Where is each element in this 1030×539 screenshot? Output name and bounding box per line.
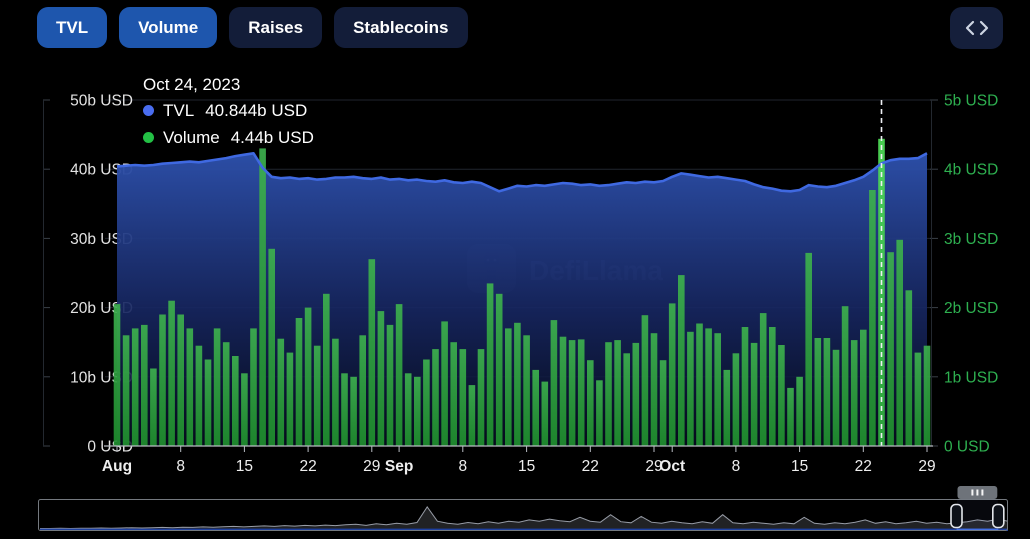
x-axis-label: 15 [236,458,253,475]
navigator-selection-window[interactable] [957,499,998,531]
tooltip-volume-name: Volume [163,128,220,147]
drag-grip-icon [971,489,984,496]
tooltip-tvl-value: 40.844b USD [205,101,308,120]
navigator-mini-area [40,506,1008,529]
tooltip-tvl-name: TVL [163,101,195,120]
tab-raises[interactable]: Raises [229,7,323,48]
x-axis-label: 29 [363,458,380,475]
x-axis-label: 15 [518,458,535,475]
navigator-selected-strip [956,528,999,531]
volume-dot-icon [143,132,154,143]
right-axis-label: 1b USD [944,369,998,386]
x-axis-label: 8 [176,458,185,475]
navigator-handle-left[interactable] [950,503,963,529]
right-axis-label: 2b USD [944,300,998,317]
tab-tvl[interactable]: TVL [37,7,108,48]
x-axis-label: 29 [645,458,662,475]
x-axis-label: 15 [791,458,808,475]
x-axis-label: 8 [732,458,741,475]
x-axis-label: Sep [385,458,413,475]
x-axis-label: Aug [102,458,132,475]
navigator-handle-right[interactable] [991,503,1005,529]
tab-volume[interactable]: Volume [119,7,218,48]
left-axis-label: 50b USD [70,93,133,110]
navigator-grip[interactable] [957,486,998,499]
chart-tooltip: Oct 24, 2023 TVL 40.844b USD Volume 4.44… [143,76,314,156]
tooltip-date: Oct 24, 2023 [143,75,241,94]
embed-code-button[interactable] [950,7,1003,49]
navigator-mini-line [40,506,1009,530]
x-axis-label: 22 [299,458,316,475]
right-axis-label: 5b USD [944,93,998,110]
tooltip-volume-value: 4.44b USD [230,128,314,147]
right-axis-label: 3b USD [944,231,998,248]
right-axis-label: 0 USD [944,439,990,456]
right-axis-label: 4b USD [944,162,998,179]
x-axis-label: 8 [458,458,467,475]
x-axis-label: 22 [582,458,599,475]
x-axis-label: 22 [855,458,872,475]
x-axis-label: Oct [659,458,685,475]
navigator-tvl-strip [40,528,1008,531]
tvl-line [116,152,928,193]
code-icon [965,20,988,36]
tab-stablecoins[interactable]: Stablecoins [334,7,468,48]
tooltip-row-volume: Volume 4.44b USD [143,129,314,146]
volume-bars [113,138,931,447]
tooltip-row-tvl: TVL 40.844b USD [143,102,314,119]
x-axis-label: 29 [918,458,935,475]
tvl-dot-icon [143,105,154,116]
chart-type-tabs: TVL Volume Raises Stablecoins [37,7,468,48]
time-range-navigator[interactable] [38,486,1010,538]
navigator-border [38,499,1008,531]
